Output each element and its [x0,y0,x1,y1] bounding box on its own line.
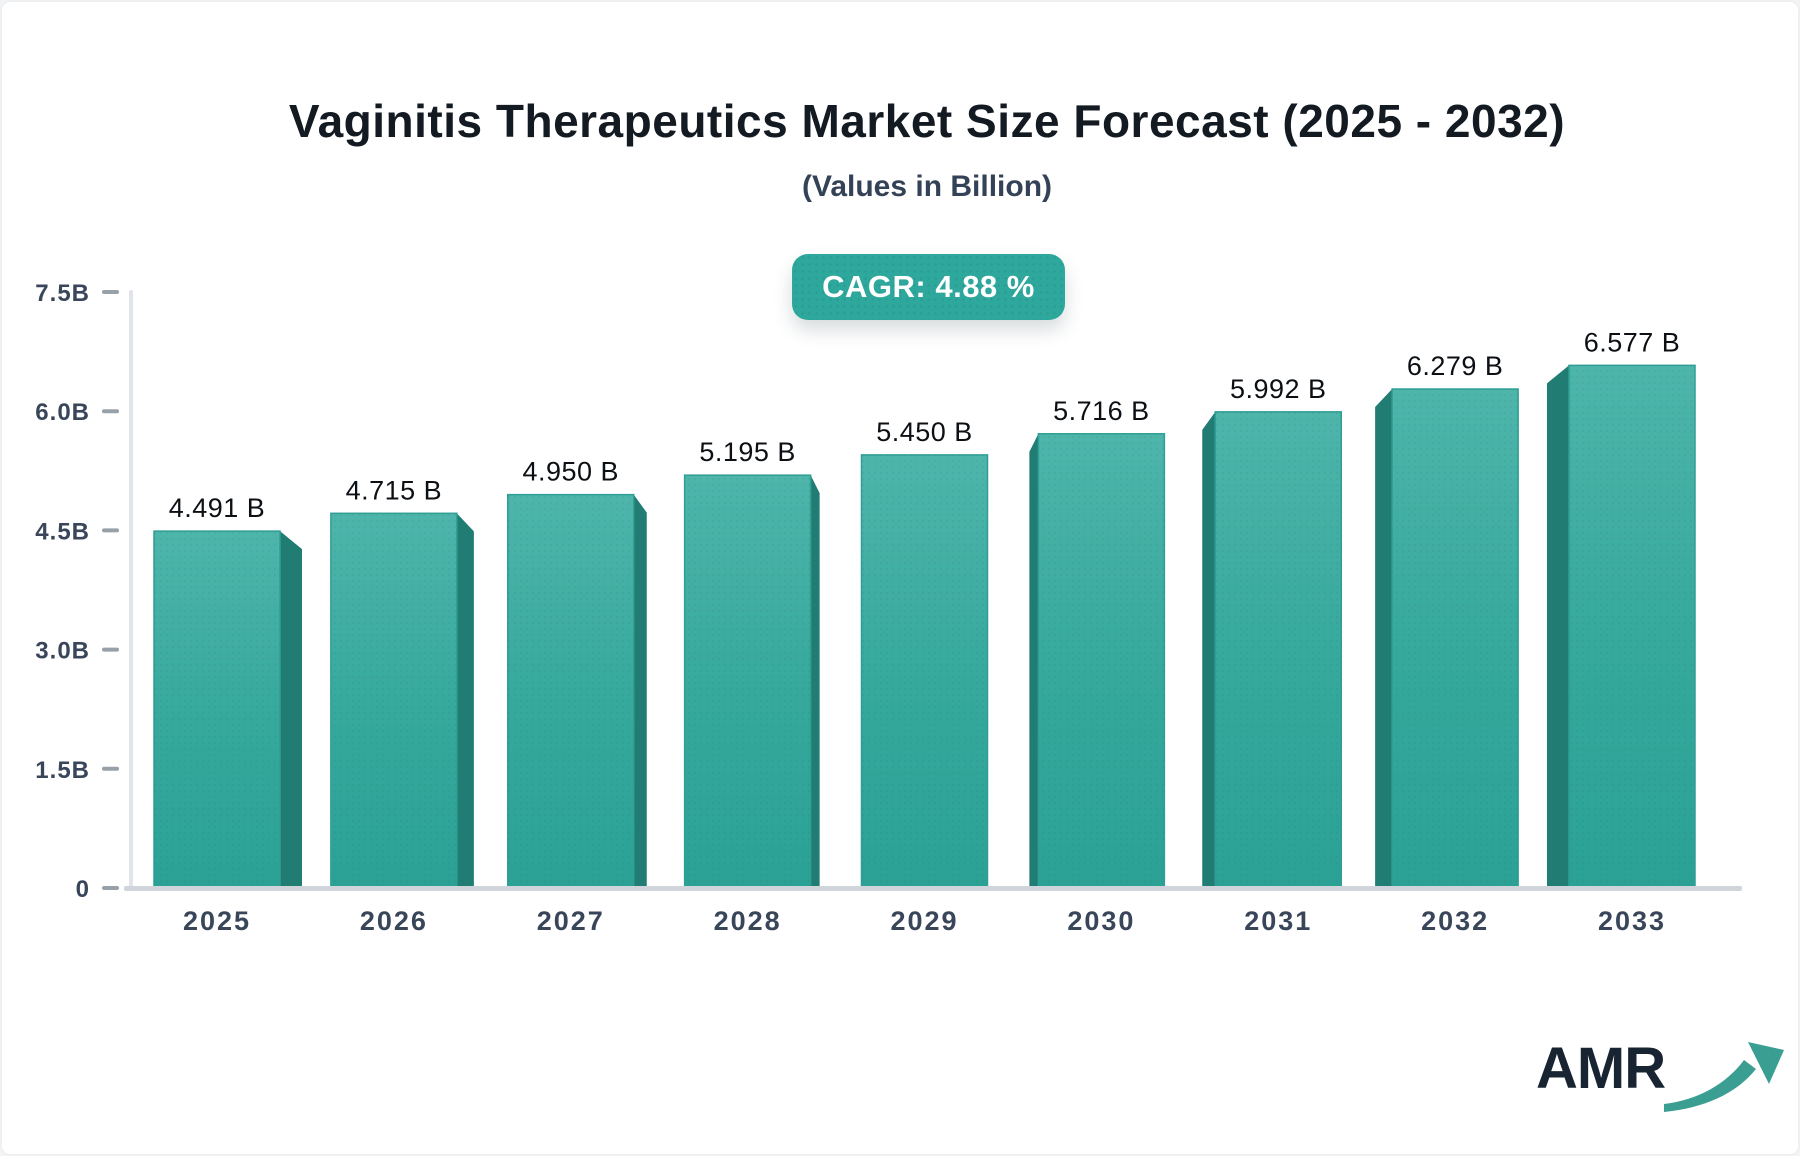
y-tick-dash [102,647,119,652]
x-tick-label: 2033 [1598,906,1666,936]
x-tick-label: 2026 [360,906,428,936]
bar-texture [154,531,280,888]
x-tick-label: 2032 [1421,906,1489,936]
bar-texture [1215,411,1342,888]
bar-side-face [633,494,647,890]
y-tick-dash [102,290,119,294]
bar-texture [1038,433,1165,888]
bar-2029: 5.450 B 2029 [860,417,989,936]
bar-value-label: 5.450 B [876,417,973,447]
bar-value-label: 4.950 B [522,457,619,487]
y-tick-label: 6.0B [35,399,90,426]
bar-texture [1392,389,1519,888]
y-axis-line [129,290,133,888]
bar-2030: 5.716 B 2030 [1029,396,1166,936]
bar-texture [1569,365,1695,888]
growth-arrow-icon [1664,1042,1784,1112]
brand-logo: AMR [1530,1032,1784,1127]
x-tick-label: 2029 [890,906,958,936]
bar-2028: 5.195 B 2028 [683,437,820,936]
y-tick-dash [102,409,119,414]
y-tick-label: 4.5B [35,518,90,545]
bar-side-face [810,475,820,890]
bar-2026: 4.715 B 2026 [330,475,474,936]
y-tick-label: 3.0B [35,638,90,665]
bar-side-face [456,513,474,890]
y-tick-dash [102,766,119,771]
bar-texture [861,454,988,888]
chart-subtitle: (Values in Billion) [801,170,1053,203]
cagr-badge-label: CAGR: 4.88 % [822,269,1035,304]
bar-texture [684,475,811,888]
x-tick-label: 2025 [183,906,251,936]
bar-value-label: 5.992 B [1230,374,1327,404]
bar-value-label: 4.715 B [346,475,443,505]
bar-side-face [1202,411,1216,890]
bar-texture [330,513,457,888]
bar-2031: 5.992 B 2031 [1202,374,1342,936]
bar-value-label: 6.279 B [1407,351,1504,381]
cagr-badge: CAGR: 4.88 % [792,254,1065,320]
bar-side-face [1547,365,1569,890]
bar-side-face [1029,433,1039,890]
bar-2033: 6.577 B 2033 [1547,327,1696,936]
bar-value-label: 4.491 B [169,493,266,523]
bar-value-label: 5.195 B [699,437,796,467]
bar-value-label: 5.716 B [1053,396,1150,426]
y-tick-dash [102,528,119,533]
y-tick-label: 1.5B [35,757,90,784]
x-tick-label: 2027 [537,906,605,936]
bar-side-face [280,531,302,890]
y-tick-label: 7.5B [35,280,90,307]
y-tick-dash [102,886,119,890]
x-tick-label: 2028 [714,906,782,936]
x-axis-line [124,886,1742,891]
bar-side-face [1375,389,1393,890]
x-tick-label: 2031 [1244,906,1312,936]
bar-value-label: 6.577 B [1584,327,1681,357]
x-tick-label: 2030 [1067,906,1135,936]
bar-2032: 6.279 B 2032 [1375,351,1519,936]
bar-2025: 4.491 B 2025 [153,493,302,936]
bar-2027: 4.950 B 2027 [507,457,647,936]
bar-texture [507,494,634,888]
chart-title: Vaginitis Therapeutics Market Size Forec… [288,95,1566,147]
y-tick-label: 0 [76,876,90,903]
brand-logo-text: AMR [1536,1036,1666,1101]
